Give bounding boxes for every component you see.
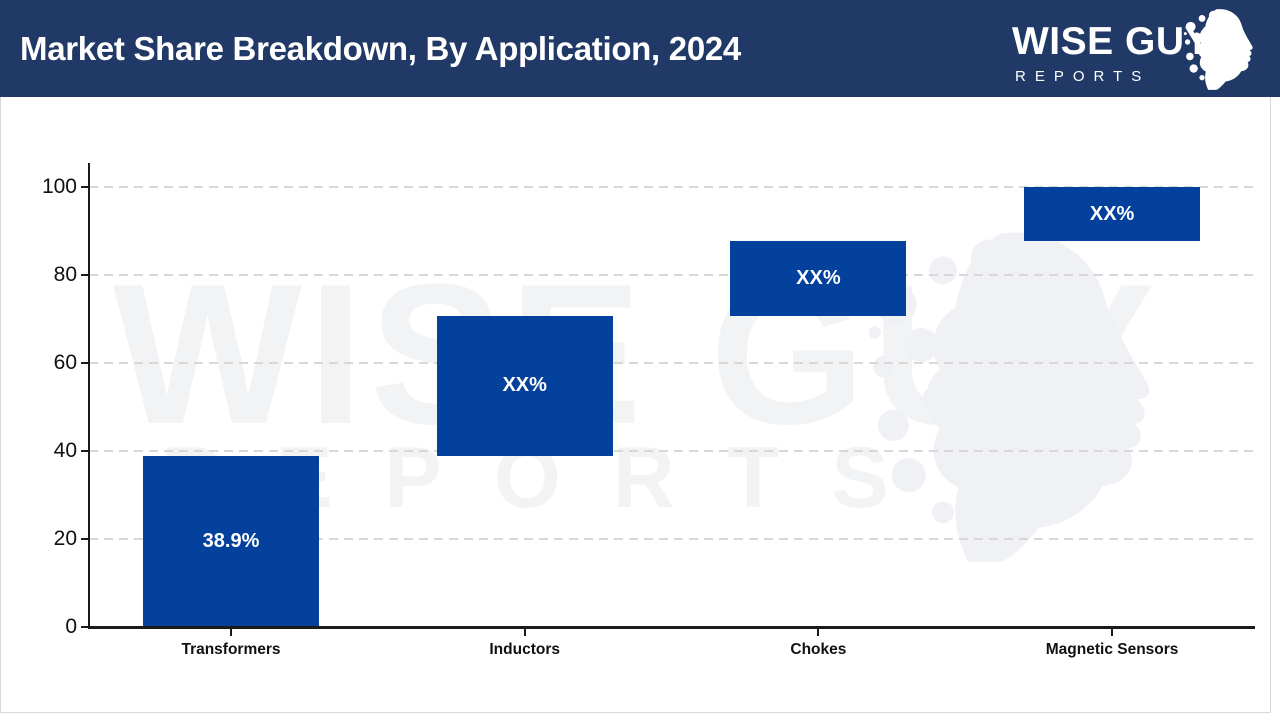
y-tick-mark-40: [81, 449, 89, 452]
header: Market Share Breakdown, By Application, …: [0, 0, 1280, 97]
plot: 0 20 40 60 80 100 38.9% Transformers XX% Inductor…: [1, 97, 1270, 712]
x-tick-label-inductors: Inductors: [489, 640, 560, 658]
brand-logo-subtext: REPORTS: [1015, 68, 1150, 85]
brand-logo: WISE GUY REPORTS: [1012, 5, 1268, 93]
gridline-20: [89, 537, 1254, 540]
bar-value-label-inductors: XX%: [502, 374, 547, 397]
gridline-100: [89, 186, 1254, 189]
chart-area: WISE GUY REPORTS 0 20 40 60 80 100 38.9% Transf…: [0, 97, 1271, 713]
x-tick-mark-transformers: [230, 628, 232, 636]
x-tick-mark-magnetic-sensors: [1111, 628, 1114, 636]
y-tick-mark-80: [81, 273, 89, 276]
bar-magnetic-sensors: XX%: [1024, 187, 1201, 242]
bar-value-label-magnetic-sensors: XX%: [1089, 202, 1135, 225]
y-tick-label-60: 60: [53, 350, 77, 374]
page-title: Market Share Breakdown, By Application, …: [20, 29, 741, 67]
gridline-60: [89, 361, 1254, 364]
bar-inductors: XX%: [436, 316, 613, 456]
y-tick-label-40: 40: [53, 438, 77, 462]
y-tick-label-100: 100: [41, 175, 77, 199]
y-tick-label-20: 20: [53, 526, 77, 550]
bar-value-label-transformers: 38.9%: [202, 529, 260, 552]
bar-chokes: XX%: [730, 241, 907, 317]
x-tick-mark-inductors: [523, 628, 526, 636]
brand-head-icon: [1183, 9, 1253, 90]
brand-logo-graphic: WISE GUY REPORTS: [1012, 9, 1253, 90]
gridline-80: [89, 273, 1254, 276]
bar-transformers: 38.9%: [143, 455, 319, 627]
y-tick-mark-100: [81, 186, 89, 189]
x-tick-label-magnetic-sensors: Magnetic Sensors: [1045, 640, 1179, 658]
gridline-40: [89, 449, 1254, 452]
brand-logo-wordmark: WISE GUY: [1012, 20, 1211, 63]
x-tick-label-chokes: Chokes: [790, 640, 847, 658]
y-tick-mark-60: [81, 361, 89, 364]
y-tick-mark-20: [81, 537, 89, 540]
y-tick-label-80: 80: [53, 262, 77, 286]
y-tick-mark-0: [81, 625, 89, 628]
y-tick-label-0: 0: [65, 614, 77, 638]
x-axis-line: [88, 625, 1255, 629]
bar-value-label-chokes: XX%: [796, 267, 841, 290]
x-tick-mark-chokes: [817, 628, 820, 636]
y-axis-line: [88, 163, 90, 629]
x-tick-label-transformers: Transformers: [181, 640, 281, 658]
